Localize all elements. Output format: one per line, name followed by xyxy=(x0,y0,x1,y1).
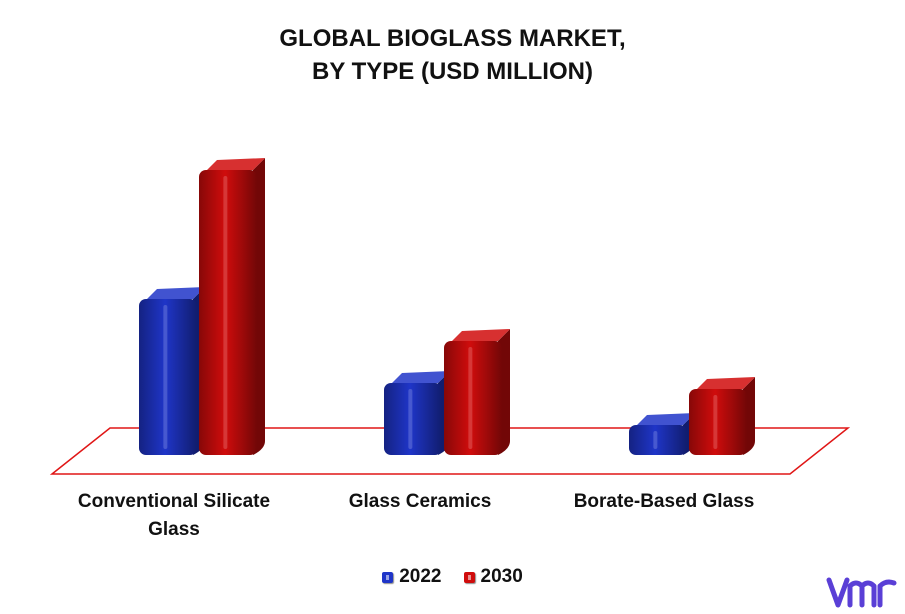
bar-front-2022-2 xyxy=(629,425,687,455)
bar-top-2022-0 xyxy=(145,287,205,301)
bar-top-2030-1 xyxy=(450,329,510,343)
bar-top-2030-2 xyxy=(695,377,755,391)
chart-legend: 2022 2030 xyxy=(0,566,905,588)
bar-front-2030-1 xyxy=(444,341,502,455)
bar-front-2022-0 xyxy=(139,299,197,455)
category-label-2-line-0: Borate-Based Glass xyxy=(573,491,755,512)
legend-swatch-2022 xyxy=(382,571,394,583)
legend-entry-2022: 2022 xyxy=(382,566,442,588)
bar-highlight-2030-2 xyxy=(713,395,718,449)
bar-top-2022-2 xyxy=(635,413,695,427)
bar-chart-plot xyxy=(49,158,851,475)
bar-2022-0 xyxy=(139,287,205,455)
bar-highlight-2022-2 xyxy=(653,431,658,449)
bar-front-2030-0 xyxy=(199,170,257,455)
category-label-2: Borate-Based Glass xyxy=(544,488,784,516)
bar-highlight-2022-0 xyxy=(163,305,168,449)
chart-floor xyxy=(49,427,851,475)
legend-swatch-2030 xyxy=(463,571,475,583)
bar-front-2030-2 xyxy=(689,389,747,455)
bar-2022-1 xyxy=(384,371,450,455)
bar-2030-2 xyxy=(689,377,755,455)
category-label-0-line-0: Conventional Silicate xyxy=(77,491,271,512)
bar-front-2022-1 xyxy=(384,383,442,455)
legend-entry-2030: 2030 xyxy=(463,566,523,588)
bar-top-2030-0 xyxy=(205,158,265,172)
bar-2030-1 xyxy=(444,329,510,455)
bar-2022-2 xyxy=(629,413,695,455)
bar-2030-0 xyxy=(199,158,265,455)
bar-highlight-2022-1 xyxy=(408,389,413,449)
bar-highlight-2030-1 xyxy=(468,347,473,449)
chart-title-line-1: GLOBAL BIOGLASS MARKET, xyxy=(279,25,626,52)
chart-title: GLOBAL BIOGLASS MARKET, BY TYPE (USD MIL… xyxy=(0,22,905,88)
legend-label-2022: 2022 xyxy=(399,566,442,587)
category-label-1: Glass Ceramics xyxy=(300,488,540,516)
category-label-0-line-1: Glass xyxy=(148,519,200,540)
category-label-0: Conventional Silicate Glass xyxy=(54,488,294,544)
category-label-1-line-0: Glass Ceramics xyxy=(348,491,492,512)
legend-label-2030: 2030 xyxy=(480,566,523,587)
chart-title-line-2: BY TYPE (USD MILLION) xyxy=(312,58,593,85)
vmr-logo-icon xyxy=(826,577,897,608)
bar-top-2022-1 xyxy=(390,371,450,385)
bar-highlight-2030-0 xyxy=(223,176,228,449)
